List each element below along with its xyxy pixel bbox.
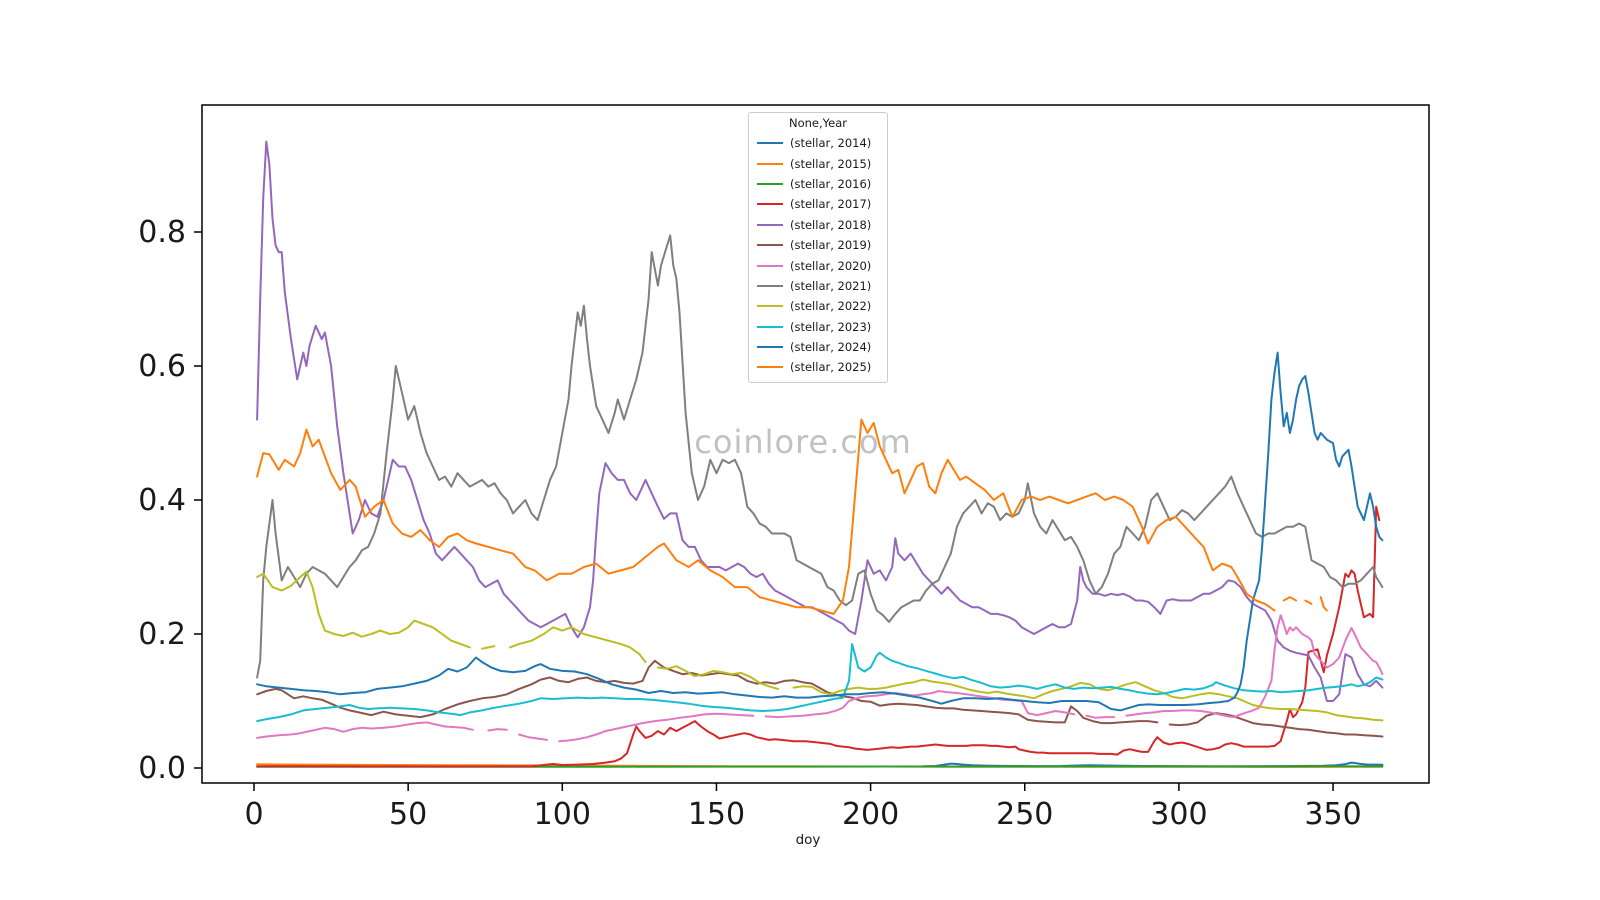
series-line-stellar-2022 [508, 626, 647, 664]
legend-line-swatch [757, 223, 783, 226]
legend-item: (stellar, 2022) [753, 296, 883, 316]
legend-item: (stellar, 2024) [753, 337, 883, 357]
legend-line-swatch [757, 325, 783, 328]
legend-line-swatch [757, 346, 783, 349]
y-tick-label: 0.2 [138, 617, 186, 652]
legend-item: (stellar, 2025) [753, 357, 883, 377]
legend-item: (stellar, 2018) [753, 215, 883, 235]
y-tick-label: 0.6 [138, 349, 186, 384]
legend-item-label: (stellar, 2016) [790, 176, 872, 191]
series-line-stellar-2019 [1168, 712, 1384, 738]
series-line-stellar-2024 [256, 351, 1384, 712]
legend-line-swatch [757, 142, 783, 145]
series-line-stellar-2025 [1304, 599, 1313, 605]
y-tick-label: 0.4 [138, 483, 186, 518]
legend-item-label: (stellar, 2019) [790, 238, 872, 253]
series-line-stellar-2020 [1085, 714, 1116, 719]
series-line-stellar-2020 [256, 721, 474, 739]
legend-item-label: (stellar, 2024) [790, 340, 872, 355]
legend-line-swatch [757, 366, 783, 369]
y-tick-label: 0.8 [138, 215, 186, 250]
legend-item: (stellar, 2023) [753, 317, 883, 337]
series-line-stellar-2023 [256, 643, 1384, 723]
series-line-stellar-2021 [256, 234, 1384, 679]
series-line-stellar-2020 [1125, 614, 1384, 719]
legend-item: (stellar, 2016) [753, 174, 883, 194]
series-line-stellar-2018 [256, 140, 1384, 702]
series-line-stellar-2022 [792, 678, 1384, 722]
series-line-stellar-2020 [518, 733, 548, 741]
x-tick-label: 300 [1150, 797, 1207, 832]
series-line-stellar-2022 [256, 570, 471, 649]
legend-item: (stellar, 2017) [753, 194, 883, 214]
series-line-stellar-2022 [656, 665, 780, 690]
x-axis-label: doy [796, 832, 821, 848]
legend-item-label: (stellar, 2014) [790, 136, 872, 151]
series-line-stellar-2025 [1282, 596, 1298, 602]
series-line-stellar-2020 [558, 712, 755, 743]
legend-item-label: (stellar, 2022) [790, 299, 872, 314]
series-line-stellar-2020 [487, 728, 508, 732]
series-lines [256, 140, 1384, 768]
legend-items: (stellar, 2014) (stellar, 2015) (stellar, … [753, 133, 883, 378]
legend-line-swatch [757, 203, 783, 206]
series-line-stellar-2022 [481, 645, 496, 650]
x-tick-label: 50 [389, 797, 427, 832]
legend-item: (stellar, 2020) [753, 255, 883, 275]
y-axis-ticks: 0.0 0.2 0.4 0.6 0.8 [138, 215, 202, 786]
legend-line-swatch [757, 162, 783, 165]
x-tick-label: 150 [688, 797, 745, 832]
legend-item: (stellar, 2014) [753, 133, 883, 153]
series-line-stellar-2017 [256, 505, 1381, 768]
series-line-stellar-2020 [764, 690, 1076, 719]
legend-item-label: (stellar, 2020) [790, 258, 872, 273]
legend-line-swatch [757, 244, 783, 247]
legend-line-swatch [757, 284, 783, 287]
x-tick-label: 200 [842, 797, 899, 832]
y-tick-label: 0.0 [138, 751, 186, 786]
series-line-stellar-2025 [256, 418, 1276, 615]
legend-line-swatch [757, 305, 783, 308]
legend-item-label: (stellar, 2018) [790, 217, 872, 232]
legend-item: (stellar, 2015) [753, 153, 883, 173]
legend-line-swatch [757, 264, 783, 267]
chart-legend: None,Year (stellar, 2014) (stellar, 2015)… [748, 112, 888, 383]
legend-item-label: (stellar, 2021) [790, 278, 872, 293]
x-tick-label: 0 [244, 797, 263, 832]
series-line-stellar-2025 [1319, 596, 1328, 612]
legend-item-label: (stellar, 2017) [790, 197, 872, 212]
legend-item-label: (stellar, 2015) [790, 156, 872, 171]
legend-item: (stellar, 2019) [753, 235, 883, 255]
x-tick-label: 350 [1304, 797, 1361, 832]
x-axis-ticks: 0 50 100 150 200 250 300 350 [244, 783, 1362, 832]
plot-border [201, 104, 1430, 784]
legend-title: None,Year [788, 116, 847, 130]
x-tick-label: 250 [996, 797, 1053, 832]
legend-line-swatch [757, 182, 783, 185]
x-tick-label: 100 [534, 797, 591, 832]
legend-item-label: (stellar, 2023) [790, 319, 872, 334]
legend-item: (stellar, 2021) [753, 276, 883, 296]
legend-item-label: (stellar, 2025) [790, 360, 872, 375]
